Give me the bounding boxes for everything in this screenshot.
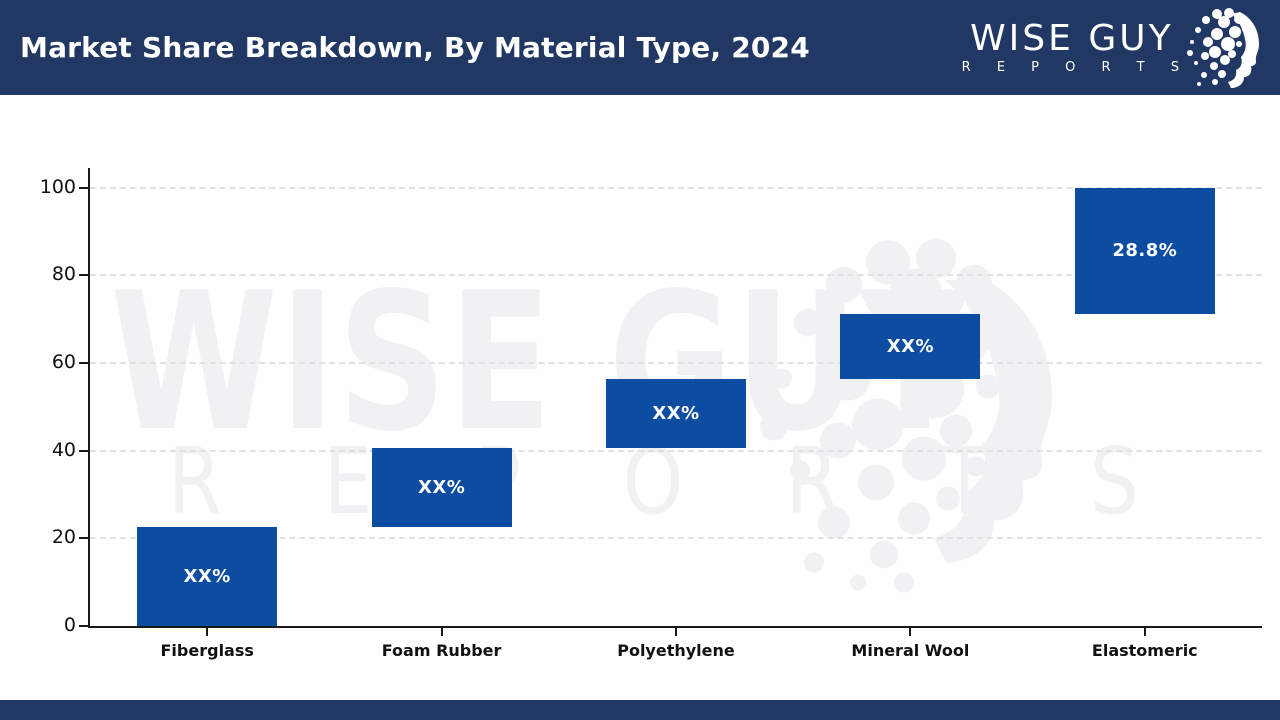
bar-elastomeric: 28.8% <box>1074 187 1215 314</box>
x-tick-label: Fiberglass <box>160 641 254 660</box>
bar-value-label: XX% <box>183 565 231 587</box>
gridline-100 <box>90 186 1262 189</box>
x-tick-2 <box>675 628 677 636</box>
x-axis-line <box>88 626 1262 628</box>
gridline-60 <box>90 361 1262 364</box>
bar-fiberglass: XX% <box>137 526 278 626</box>
x-tick-3 <box>909 628 912 636</box>
y-tick-label: 80 <box>51 263 76 286</box>
y-axis-line <box>88 168 90 628</box>
x-tick-1 <box>440 628 443 636</box>
y-tick-label: 60 <box>51 350 76 373</box>
bar-value-label: XX% <box>886 335 935 357</box>
x-tick-label: Foam Rubber <box>381 641 502 660</box>
x-tick-label: Elastomeric <box>1091 641 1198 660</box>
header-band: Market Share Breakdown, By Material Type… <box>0 0 1280 95</box>
y-tick-label: 0 <box>63 614 76 636</box>
bar-value-label: XX% <box>417 476 466 498</box>
gridline-20 <box>90 537 1262 540</box>
footer-band <box>0 700 1280 720</box>
y-tick-20 <box>79 537 88 540</box>
x-tick-4 <box>1143 628 1146 636</box>
y-tick-0 <box>79 625 88 627</box>
x-tick-0 <box>206 628 209 636</box>
bar-value-label: XX% <box>652 403 700 425</box>
y-tick-100 <box>79 186 88 189</box>
y-tick-80 <box>79 274 88 277</box>
logo-wordmark: WISE GUY R E P O R T S <box>954 18 1190 75</box>
x-tick-label: Mineral Wool <box>851 641 970 660</box>
logo-line2: R E P O R T S <box>961 60 1190 75</box>
logo-face-icon <box>1187 7 1259 88</box>
gridline-40 <box>90 449 1262 452</box>
bar-value-label: 28.8% <box>1112 240 1178 262</box>
page-title: Market Share Breakdown, By Material Type… <box>20 31 810 64</box>
y-tick-label: 20 <box>51 526 76 549</box>
wise-guy-reports-logo: WISE GUY R E P O R T S <box>954 6 1262 90</box>
y-tick-label: 40 <box>51 438 76 461</box>
gridline-80 <box>90 274 1262 277</box>
x-tick-label: Polyethylene <box>617 641 735 660</box>
bar-mineral-wool: XX% <box>840 313 981 380</box>
bar-foam-rubber: XX% <box>371 447 512 527</box>
y-tick-40 <box>79 449 88 452</box>
logo-line1: WISE GUY <box>970 18 1174 59</box>
bar-polyethylene: XX% <box>606 379 746 448</box>
y-tick-60 <box>79 361 88 364</box>
y-tick-label: 100 <box>39 175 76 198</box>
